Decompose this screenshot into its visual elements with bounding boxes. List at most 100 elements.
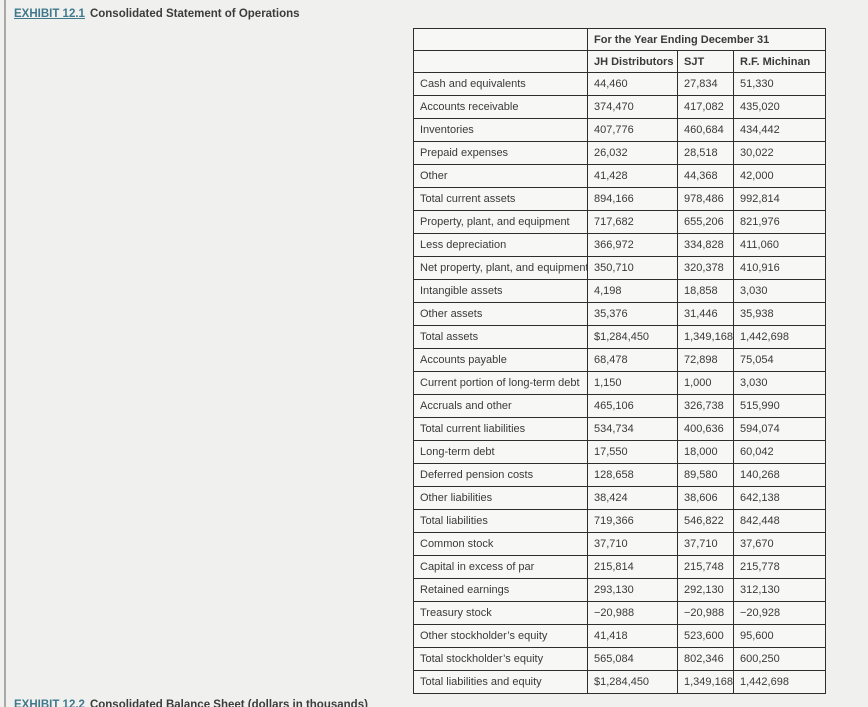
row-value: 41,418 <box>587 624 678 648</box>
row-label: Accounts receivable <box>413 95 588 119</box>
exhibit-12-2-link[interactable]: EXHIBIT 12.2 <box>14 699 85 707</box>
row-value: 992,814 <box>732 187 827 211</box>
exhibit-12-1-link[interactable]: EXHIBIT 12.1 <box>14 8 85 20</box>
row-value: 1,442,698 <box>732 670 827 694</box>
exhibit-caption-bottom: EXHIBIT 12.2 Consolidated Balance Sheet (… <box>14 699 368 707</box>
spanning-header-cell: For the Year Ending December 31 <box>586 28 827 51</box>
row-value: 534,734 <box>587 417 678 441</box>
row-label: Accruals and other <box>413 394 588 418</box>
row-value: 41,428 <box>587 164 678 188</box>
row-value: 18,858 <box>677 279 734 303</box>
row-value: 292,130 <box>677 578 734 602</box>
row-value: −20,988 <box>677 601 734 625</box>
row-value: 515,990 <box>732 394 827 418</box>
row-value: 350,710 <box>587 256 678 280</box>
table-row: Cash and equivalents 44,460 27,834 51,330 <box>413 72 827 96</box>
table-row: Inventories 407,776 460,684 434,442 <box>413 118 827 142</box>
row-value: 894,166 <box>587 187 678 211</box>
row-value: 26,032 <box>587 141 678 165</box>
row-value: 60,042 <box>732 440 827 464</box>
row-value: 417,082 <box>677 95 734 119</box>
row-value: 546,822 <box>677 509 734 533</box>
row-value: 35,376 <box>587 302 678 326</box>
row-value: 27,834 <box>677 72 734 96</box>
row-value: 594,074 <box>732 417 827 441</box>
table-row: Other stockholder’s equity 41,418 523,600 9… <box>413 624 827 648</box>
row-value: 37,710 <box>677 532 734 556</box>
row-value: 4,198 <box>587 279 678 303</box>
row-value: 28,518 <box>677 141 734 165</box>
row-value: −20,928 <box>732 601 827 625</box>
row-value: 435,020 <box>732 95 827 119</box>
row-value: 75,054 <box>732 348 827 372</box>
table-row: Current portion of long-term debt 1,150 1,… <box>413 371 827 395</box>
table-header-row-period: For the Year Ending December 31 <box>413 28 827 51</box>
column-header-rf-michinan: R.F. Michinan <box>732 50 827 73</box>
table-row: Intangible assets 4,198 18,858 3,030 <box>413 279 827 303</box>
row-value: 51,330 <box>732 72 827 96</box>
table-row: Net property, plant, and equipment 350,71… <box>413 256 827 280</box>
row-value: 374,470 <box>587 95 678 119</box>
row-value: 128,658 <box>587 463 678 487</box>
table-row: Treasury stock −20,988 −20,988 −20,928 <box>413 601 827 625</box>
row-value: 3,030 <box>732 371 827 395</box>
row-value: 1,349,168 <box>677 325 734 349</box>
row-value: 312,130 <box>732 578 827 602</box>
row-value: 642,138 <box>732 486 827 510</box>
row-value: 411,060 <box>732 233 827 257</box>
table-row: Total stockholder’s equity 565,084 802,346… <box>413 647 827 671</box>
page-left-rule <box>4 0 6 707</box>
row-value: $1,284,450 <box>587 670 678 694</box>
row-label: Intangible assets <box>413 279 588 303</box>
table-row: Other assets 35,376 31,446 35,938 <box>413 302 827 326</box>
row-value: 600,250 <box>732 647 827 671</box>
row-value: 95,600 <box>732 624 827 648</box>
row-label: Other stockholder’s equity <box>413 624 588 648</box>
row-value: 1,442,698 <box>732 325 827 349</box>
row-value: 89,580 <box>677 463 734 487</box>
row-label: Accounts payable <box>413 348 588 372</box>
table-row: Other 41,428 44,368 42,000 <box>413 164 827 188</box>
exhibit-12-2-title: Consolidated Balance Sheet (dollars in t… <box>89 699 368 707</box>
row-value: 434,442 <box>732 118 827 142</box>
row-value: 407,776 <box>587 118 678 142</box>
row-label: Capital in excess of par <box>413 555 588 579</box>
row-value: 44,460 <box>587 72 678 96</box>
table-row: Accruals and other 465,106 326,738 515,990 <box>413 394 827 418</box>
row-value: 523,600 <box>677 624 734 648</box>
row-value: 1,000 <box>677 371 734 395</box>
row-value: 842,448 <box>732 509 827 533</box>
row-value: 320,378 <box>677 256 734 280</box>
table-row: Long-term debt 17,550 18,000 60,042 <box>413 440 827 464</box>
row-value: 465,106 <box>587 394 678 418</box>
row-value: 410,916 <box>732 256 827 280</box>
table-row: Property, plant, and equipment 717,682 655… <box>413 210 827 234</box>
row-label: Other liabilities <box>413 486 588 510</box>
header-empty-cell <box>413 28 588 51</box>
row-value: 334,828 <box>677 233 734 257</box>
row-label: Inventories <box>413 118 588 142</box>
row-value: $1,284,450 <box>587 325 678 349</box>
row-value: 30,022 <box>732 141 827 165</box>
header-empty-cell <box>413 50 588 73</box>
table-row: Total current liabilities 534,734 400,636 5… <box>413 417 827 441</box>
table-row: Total liabilities and equity $1,284,450 1,… <box>413 670 827 694</box>
row-label: Treasury stock <box>413 601 588 625</box>
row-value: 719,366 <box>587 509 678 533</box>
row-value: 655,206 <box>677 210 734 234</box>
row-label: Total stockholder’s equity <box>413 647 588 671</box>
row-value: −20,988 <box>587 601 678 625</box>
row-value: 326,738 <box>677 394 734 418</box>
row-label: Common stock <box>413 532 588 556</box>
row-value: 140,268 <box>732 463 827 487</box>
row-value: 38,606 <box>677 486 734 510</box>
row-value: 215,814 <box>587 555 678 579</box>
exhibit-12-1-title: Consolidated Statement of Operations <box>89 8 300 20</box>
table-row: Accounts receivable 374,470 417,082 435,020 <box>413 95 827 119</box>
row-value: 42,000 <box>732 164 827 188</box>
row-value: 17,550 <box>587 440 678 464</box>
table-row: Other liabilities 38,424 38,606 642,138 <box>413 486 827 510</box>
row-value: 717,682 <box>587 210 678 234</box>
table-row: Total liabilities 719,366 546,822 842,448 <box>413 509 827 533</box>
table-row: Total current assets 894,166 978,486 992,81… <box>413 187 827 211</box>
